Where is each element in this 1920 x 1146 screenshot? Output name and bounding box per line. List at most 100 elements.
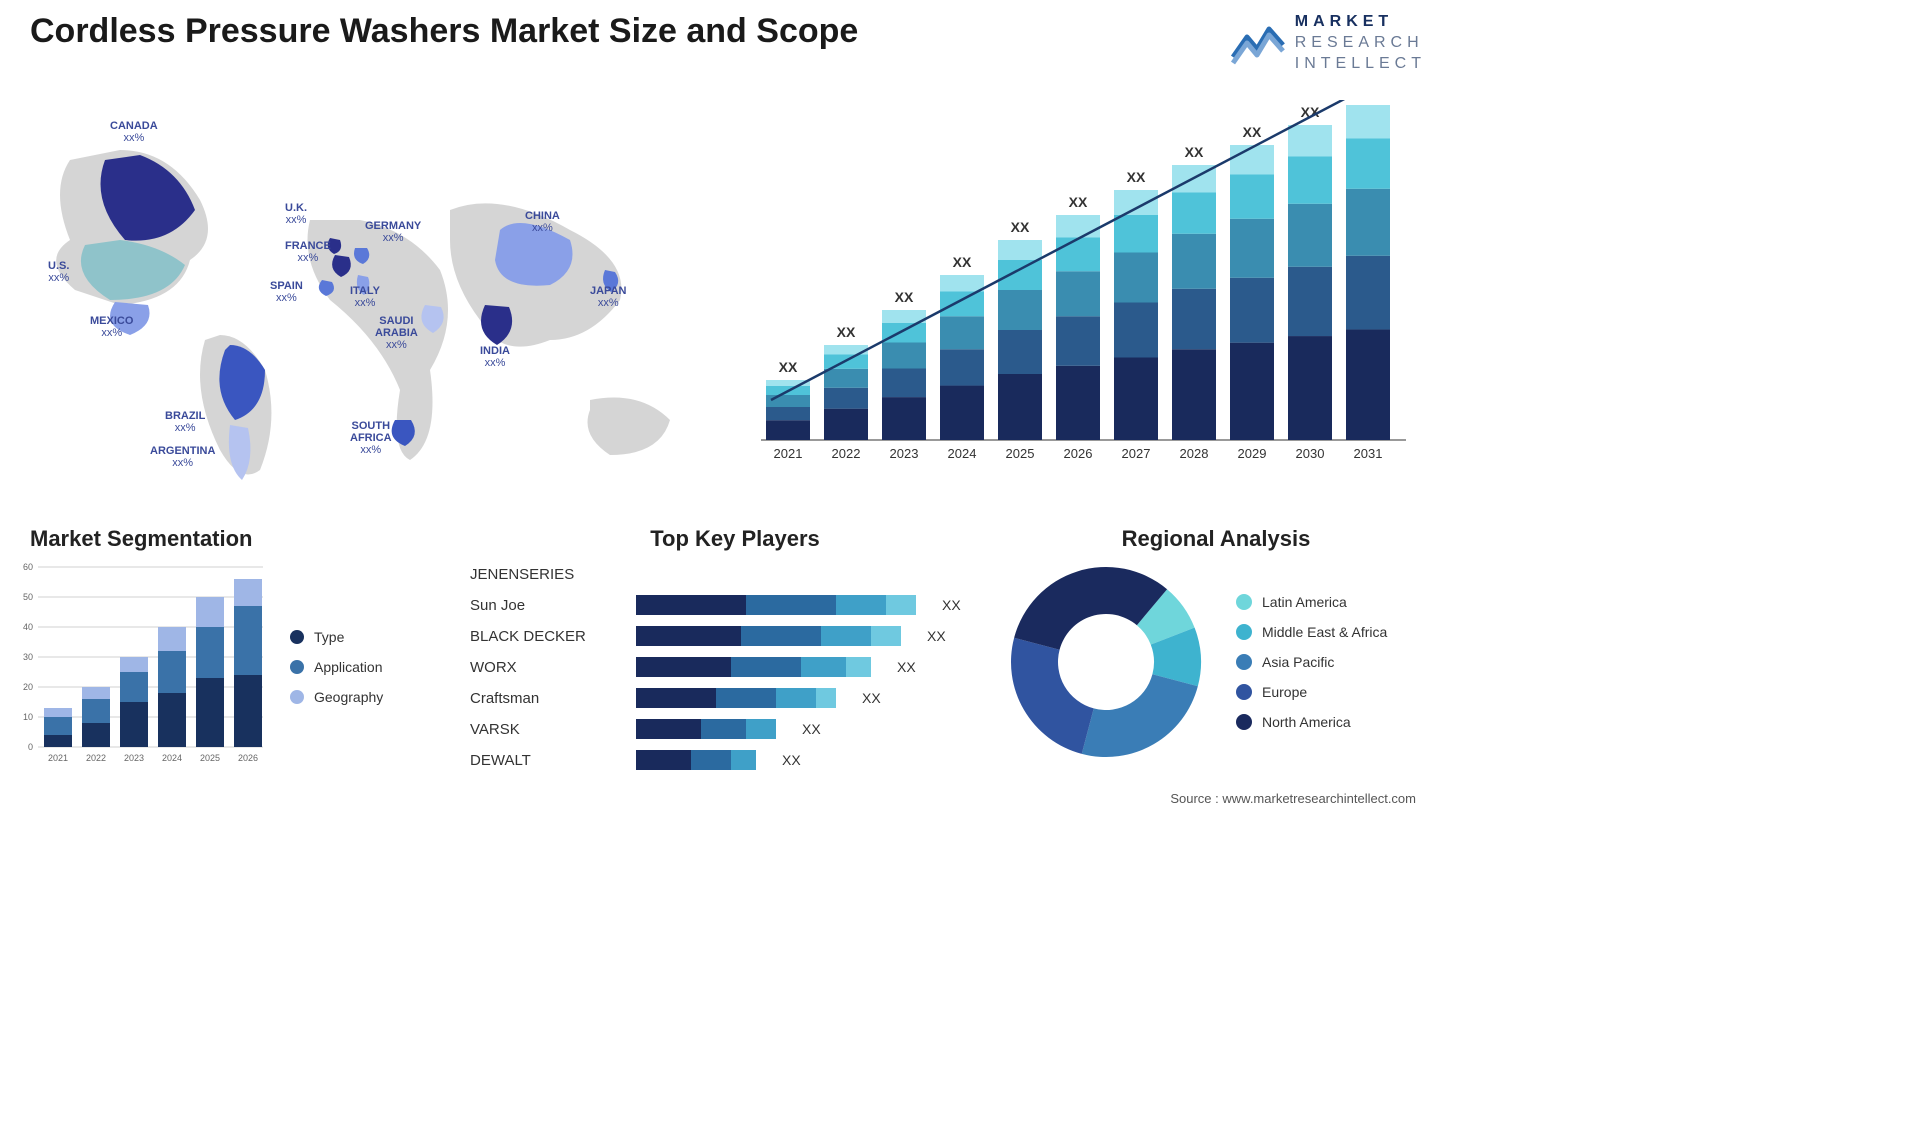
player-bar (636, 626, 901, 646)
map-label: SPAINxx% (270, 280, 303, 304)
svg-text:XX: XX (1243, 124, 1262, 140)
player-value: XX (897, 659, 916, 675)
svg-text:2023: 2023 (890, 446, 919, 461)
svg-text:XX: XX (1185, 144, 1204, 160)
map-label: U.K.xx% (285, 202, 307, 226)
legend-item: Geography (290, 689, 383, 705)
svg-text:2025: 2025 (1006, 446, 1035, 461)
map-label: CANADAxx% (110, 120, 158, 144)
player-value: XX (942, 597, 961, 613)
player-row: Sun Joe XX (470, 593, 1000, 617)
players-list: JENENSERIES Sun Joe XX BLACK DECKER XX WORX XX… (470, 562, 1000, 772)
legend-item: Middle East & Africa (1236, 624, 1387, 640)
player-value: XX (862, 690, 881, 706)
map-label: GERMANYxx% (365, 220, 421, 244)
map-label: SAUDIARABIAxx% (375, 315, 418, 351)
player-bar (636, 719, 776, 739)
header: Cordless Pressure Washers Market Size an… (30, 12, 1426, 74)
regional-panel: Regional Analysis Latin America Middle Ea… (1006, 526, 1426, 776)
player-name: VARSK (470, 721, 620, 738)
player-bar (636, 750, 756, 770)
svg-text:2021: 2021 (774, 446, 803, 461)
player-name: Craftsman (470, 690, 620, 707)
players-title: Top Key Players (470, 526, 1000, 552)
player-value: XX (927, 628, 946, 644)
map-label: FRANCExx% (285, 240, 331, 264)
svg-text:50: 50 (23, 592, 33, 602)
map-label: JAPANxx% (590, 285, 626, 309)
players-panel: Top Key Players JENENSERIESSun JoeXXBLAC… (470, 526, 1000, 776)
svg-text:2026: 2026 (1064, 446, 1093, 461)
svg-text:10: 10 (23, 712, 33, 722)
svg-text:2027: 2027 (1122, 446, 1151, 461)
player-name: WORX (470, 659, 620, 676)
logo-icon (1229, 19, 1287, 67)
svg-text:XX: XX (953, 254, 972, 270)
player-row: VARSK XX (470, 717, 1000, 741)
player-row: BLACK DECKER XX (470, 624, 1000, 648)
map-label: MEXICOxx% (90, 315, 133, 339)
svg-text:XX: XX (837, 324, 856, 340)
segmentation-chart: 0 10 20 30 40 50 60 2021 2022 2023 2024 2025 2026 (10, 562, 270, 772)
svg-text:XX: XX (895, 289, 914, 305)
player-row: DEWALT XX (470, 748, 1000, 772)
svg-text:2023: 2023 (124, 753, 144, 763)
player-name: BLACK DECKER (470, 628, 620, 645)
svg-text:2028: 2028 (1180, 446, 1209, 461)
player-value: XX (782, 752, 801, 768)
segmentation-legend: Type Application Geography (290, 629, 383, 705)
player-name: JENENSERIES (470, 566, 620, 583)
legend-item: Application (290, 659, 383, 675)
player-row: WORX XX (470, 655, 1000, 679)
brand-logo: MARKET RESEARCH INTELLECT (1229, 12, 1426, 74)
map-label: ITALYxx% (350, 285, 380, 309)
segmentation-title: Market Segmentation (30, 526, 430, 552)
source-text: Source : www.marketresearchintellect.com (1170, 791, 1416, 806)
logo-line3: INTELLECT (1295, 54, 1426, 75)
player-bar (636, 657, 871, 677)
legend-item: Asia Pacific (1236, 654, 1387, 670)
player-value: XX (802, 721, 821, 737)
svg-text:2025: 2025 (200, 753, 220, 763)
svg-text:0: 0 (28, 742, 33, 752)
page-title: Cordless Pressure Washers Market Size an… (30, 12, 858, 51)
svg-text:40: 40 (23, 622, 33, 632)
map-label: BRAZILxx% (165, 410, 205, 434)
svg-text:2024: 2024 (948, 446, 977, 461)
svg-text:2029: 2029 (1238, 446, 1267, 461)
regional-title: Regional Analysis (1006, 526, 1426, 552)
world-map: CANADAxx% U.S.xx% MEXICOxx% BRAZILxx% ARGENT… (30, 90, 710, 490)
svg-text:2026: 2026 (238, 753, 258, 763)
svg-text:2022: 2022 (86, 753, 106, 763)
segmentation-panel: Market Segmentation 0 10 20 30 40 50 60 2021 202… (10, 526, 430, 776)
legend-item: Type (290, 629, 383, 645)
regional-legend: Latin America Middle East & Africa Asia Pa… (1236, 594, 1387, 730)
growth-chart: 2021 XX 2022 XX 2023 XX 2024 XX 2025 XX 2026 XX 2027… (736, 100, 1416, 470)
svg-text:XX: XX (1069, 194, 1088, 210)
donut-chart (1006, 562, 1206, 762)
player-name: DEWALT (470, 752, 620, 769)
svg-text:30: 30 (23, 652, 33, 662)
player-name: Sun Joe (470, 597, 620, 614)
svg-text:20: 20 (23, 682, 33, 692)
svg-text:2031: 2031 (1354, 446, 1383, 461)
player-bar (636, 595, 916, 615)
svg-text:60: 60 (23, 562, 33, 572)
map-label: SOUTHAFRICAxx% (350, 420, 392, 456)
map-label: ARGENTINAxx% (150, 445, 215, 469)
logo-line2: RESEARCH (1295, 33, 1426, 54)
player-row: JENENSERIES (470, 562, 1000, 586)
legend-item: Latin America (1236, 594, 1387, 610)
svg-text:2024: 2024 (162, 753, 182, 763)
svg-text:2021: 2021 (48, 753, 68, 763)
player-bar (636, 688, 836, 708)
svg-text:XX: XX (1127, 169, 1146, 185)
svg-text:2022: 2022 (832, 446, 861, 461)
svg-text:XX: XX (779, 359, 798, 375)
svg-text:2030: 2030 (1296, 446, 1325, 461)
legend-item: Europe (1236, 684, 1387, 700)
player-row: Craftsman XX (470, 686, 1000, 710)
map-label: INDIAxx% (480, 345, 510, 369)
growth-svg: 2021 XX 2022 XX 2023 XX 2024 XX 2025 XX 2026 XX 2027… (736, 100, 1416, 470)
map-label: U.S.xx% (48, 260, 69, 284)
